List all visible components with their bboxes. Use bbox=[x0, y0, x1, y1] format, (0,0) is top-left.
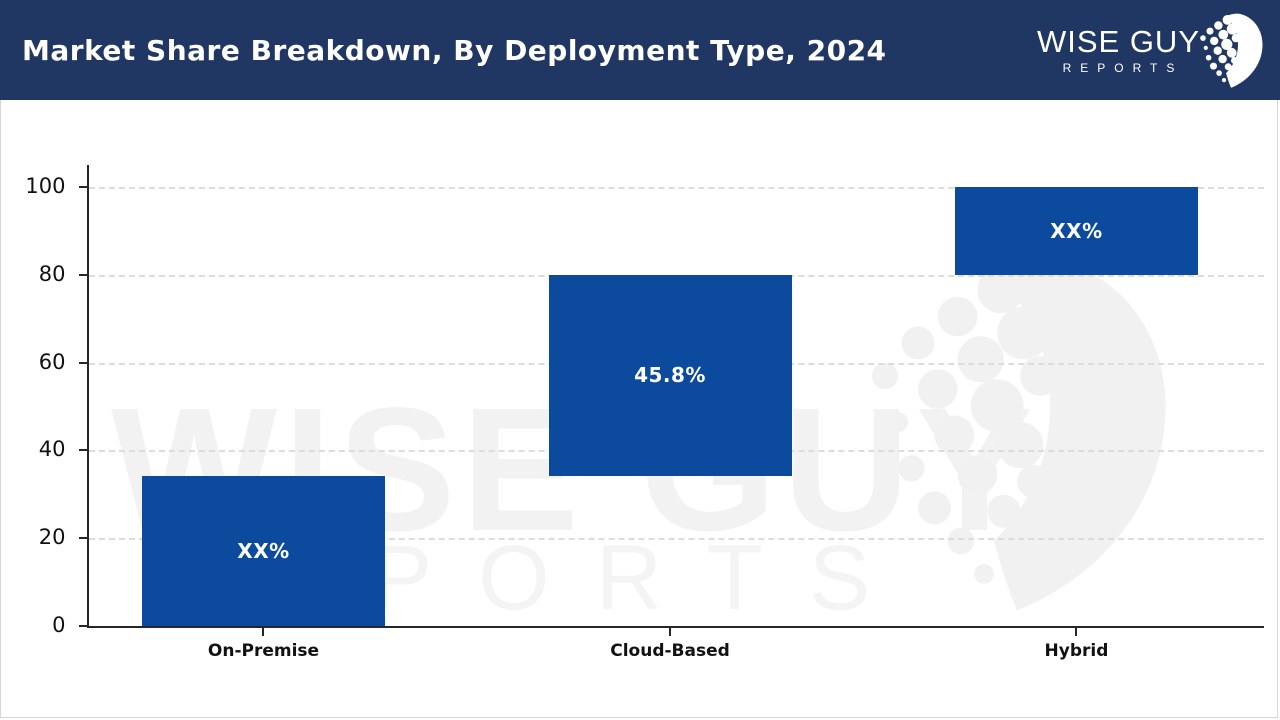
header: Market Share Breakdown, By Deployment Ty… bbox=[0, 0, 1280, 100]
x-axis-spine bbox=[87, 626, 1264, 628]
y-tick-mark bbox=[79, 273, 87, 276]
y-tick-mark bbox=[79, 449, 87, 452]
plot-area: 0 20 40 60 80 100 XX% On-Premise 45.8% Cloud-Base… bbox=[25, 165, 1264, 661]
y-tick-label: 40 bbox=[38, 437, 66, 462]
logo-text: WISE GUY REPORTS bbox=[1037, 26, 1200, 74]
x-tick-mark bbox=[1075, 628, 1078, 636]
logo-head-icon bbox=[1200, 13, 1263, 88]
x-tick-label: On-Premise bbox=[207, 641, 320, 661]
page-title: Market Share Breakdown, By Deployment Ty… bbox=[22, 33, 887, 67]
wiseguy-logo: WISE GUY REPORTS bbox=[1037, 9, 1266, 91]
y-tick-label: 60 bbox=[38, 349, 66, 374]
x-tick-label: Cloud-Based bbox=[610, 641, 730, 661]
y-tick-label: 0 bbox=[52, 613, 66, 637]
bar-segment: XX% bbox=[141, 475, 385, 626]
y-tick-mark bbox=[79, 537, 87, 540]
bar-segment: 45.8% bbox=[548, 274, 792, 476]
bar-segment: XX% bbox=[954, 186, 1198, 275]
bar-value-label: 45.8% bbox=[634, 363, 706, 388]
logo-wordmark: WISE GUY bbox=[1036, 24, 1200, 59]
gridline bbox=[89, 538, 1264, 541]
y-tick-label: 100 bbox=[25, 173, 66, 198]
y-tick-mark bbox=[79, 625, 87, 627]
y-tick-mark bbox=[79, 361, 87, 364]
y-tick-mark bbox=[79, 185, 87, 188]
bar-value-label: XX% bbox=[237, 538, 290, 563]
y-tick-label: 20 bbox=[38, 525, 66, 550]
bar-value-label: XX% bbox=[1050, 218, 1103, 243]
x-tick-label: Hybrid bbox=[1044, 641, 1109, 661]
logo-subtext: REPORTS bbox=[1062, 61, 1184, 75]
watermark-head-icon bbox=[871, 260, 1166, 611]
gridline bbox=[89, 186, 1264, 189]
x-tick-mark bbox=[262, 628, 265, 636]
y-tick-label: 80 bbox=[38, 261, 66, 286]
x-tick-mark bbox=[669, 628, 672, 636]
y-axis-spine bbox=[87, 165, 89, 628]
